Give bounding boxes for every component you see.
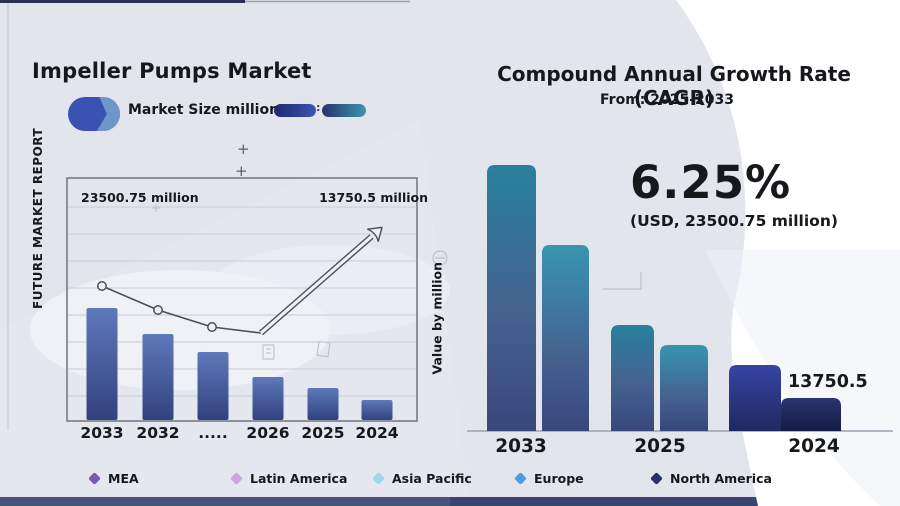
right-chart-y-axis-label: Value by million	[430, 262, 445, 375]
left-chart-y-axis-label: FUTURE MARKET REPORT	[31, 128, 45, 309]
trend-marker	[153, 305, 163, 315]
trend-line	[101, 285, 262, 334]
legend-label: Asia Pacific	[392, 470, 472, 486]
cagr-bar-2033-teal	[487, 165, 536, 431]
top-edge-line-dark	[0, 0, 245, 3]
legend-diamond-icon	[372, 471, 385, 485]
left-chart-bar-2026	[252, 377, 284, 420]
left-chart-bar-.....	[197, 352, 229, 420]
market-size-pill-icon	[68, 97, 120, 131]
cagr-bar-2025-teal2	[660, 345, 708, 431]
legend-label: Latin America	[250, 470, 348, 486]
cagr-bar-2025-teal	[611, 325, 654, 431]
growth-arrow-shaft-fill	[259, 234, 373, 335]
ratio-pill-left	[274, 104, 316, 117]
white-swoosh-shadow-band	[705, 250, 900, 506]
cagr-caption: (USD, 23500.75 million)	[630, 212, 838, 230]
left-chart-x-label: 2024	[355, 424, 398, 442]
right-chart-x-label: 2025	[634, 436, 686, 457]
watermark-icons	[152, 204, 642, 360]
plus-mark: +	[235, 162, 248, 180]
legend-diamond-icon	[230, 471, 243, 485]
value-callout-2024: 13750.5	[788, 372, 868, 392]
legend-diamond-icon	[650, 471, 663, 485]
legend-item-mea: MEA	[88, 468, 139, 488]
page-title: Impeller Pumps Market	[32, 59, 312, 83]
legend-diamond-icon	[514, 471, 527, 485]
cagr-subtitle: From: 2025-2033	[600, 92, 734, 108]
growth-arrow-shaft-edge	[259, 234, 371, 332]
left-chart-x-label: 2032	[136, 424, 179, 442]
left-chart-x-label: 2026	[246, 424, 289, 442]
legend-item-europe: Europe	[514, 468, 584, 488]
cloud-blob-mid	[210, 245, 450, 335]
legend-item-latin-america: Latin America	[230, 468, 348, 488]
legend-item-asia-pacific: Asia Pacific	[372, 468, 472, 488]
ratio-pill-right	[322, 104, 366, 117]
cagr-title: Compound Annual Growth Rate (CAGR)	[497, 62, 851, 110]
left-chart-bar-2025	[307, 388, 339, 420]
cagr-bar-2033-teal2	[542, 245, 589, 431]
right-chart-x-label: 2024	[788, 436, 840, 457]
legend-label: North America	[670, 470, 772, 486]
cagr-bar-2024-navy	[781, 398, 841, 431]
bottom-strip-left	[0, 497, 450, 506]
legend-label: Europe	[534, 470, 584, 486]
cagr-bar-2024-indigo	[729, 365, 781, 431]
left-chart-x-label: .....	[198, 424, 227, 442]
left-chart-bar-2033	[86, 308, 118, 420]
cagr-value: 6.25%	[630, 156, 792, 209]
growth-arrow-head	[367, 226, 383, 242]
trend-marker	[207, 322, 217, 332]
circle-minus-icon	[432, 250, 448, 266]
legend-item-north-america: North America	[650, 468, 772, 488]
left-chart-x-label: 2033	[80, 424, 123, 442]
growth-arrow-shaft-edge	[262, 237, 374, 336]
left-chart-frame	[66, 177, 418, 422]
left-chart-annotation-2024: 13750.5 million	[319, 190, 428, 205]
plus-mark: +	[237, 140, 250, 158]
trend-marker	[97, 281, 107, 291]
document-icon	[262, 344, 275, 360]
legend-diamond-icon	[88, 471, 101, 485]
left-chart-bar-2024	[361, 400, 393, 420]
market-size-label: Market Size million	[128, 102, 280, 118]
left-chart-annotation-2033: 23500.75 million	[81, 190, 199, 205]
left-chart-bar-2032	[142, 334, 174, 420]
legend-label: MEA	[108, 470, 139, 486]
left-chart-x-label: 2025	[301, 424, 344, 442]
ratio-separator: :	[316, 101, 321, 114]
right-chart-x-label: 2033	[495, 436, 547, 457]
